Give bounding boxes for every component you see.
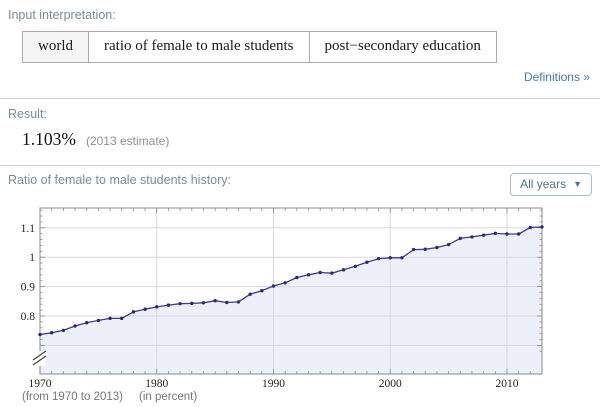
- interp-cell-education: post−secondary education: [324, 38, 481, 54]
- svg-text:1980: 1980: [145, 378, 168, 389]
- svg-text:1.1: 1.1: [21, 223, 36, 235]
- input-interpretation-title: Input interpretation:: [8, 8, 116, 22]
- pod-divider: [0, 165, 600, 166]
- input-interpretation-pod: Input interpretation: world ratio of fem…: [0, 0, 600, 98]
- history-title: Ratio of female to male students history…: [8, 173, 232, 187]
- pod-divider: [0, 98, 600, 99]
- result-pod: Result: 1.103% (2013 estimate): [0, 99, 600, 150]
- all-years-dropdown[interactable]: All years ▼: [510, 173, 592, 196]
- dropdown-label: All years: [520, 177, 567, 191]
- result-value: 1.103%: [22, 129, 76, 149]
- svg-text:2010: 2010: [495, 378, 518, 389]
- definitions-row: Definitions »: [0, 63, 600, 98]
- input-interpretation-box: world ratio of female to male students p…: [22, 31, 497, 63]
- interp-cell-ratio: ratio of female to male students: [89, 32, 310, 62]
- history-line-chart: 0.8 0.9 1 1.1 1970 1980 1990 2000 2010: [21, 207, 544, 389]
- result-estimate-note: (2013 estimate): [85, 134, 170, 148]
- caption-range: (from 1970 to 2013): [22, 391, 124, 403]
- caption-unit: (in percent): [139, 391, 198, 403]
- svg-text:0.8: 0.8: [21, 311, 36, 323]
- svg-text:2000: 2000: [379, 378, 402, 389]
- result-row: 1.103% (2013 estimate): [22, 129, 600, 150]
- history-header: Ratio of female to male students history…: [0, 166, 600, 196]
- chart-caption: (from 1970 to 2013) (in percent): [22, 391, 600, 403]
- result-title: Result:: [8, 107, 47, 121]
- chevron-down-icon: ▼: [573, 179, 582, 189]
- interp-cell-world: world: [23, 32, 89, 62]
- history-pod: Ratio of female to male students history…: [0, 166, 600, 403]
- definitions-link[interactable]: Definitions »: [523, 70, 590, 84]
- svg-text:1: 1: [29, 252, 35, 264]
- svg-text:1990: 1990: [262, 378, 285, 389]
- svg-text:0.9: 0.9: [21, 282, 36, 294]
- svg-text:1970: 1970: [29, 378, 52, 389]
